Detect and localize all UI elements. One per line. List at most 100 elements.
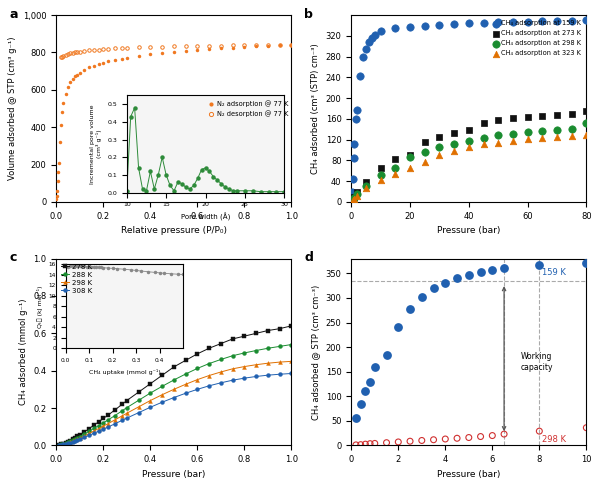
278 K [112, 407, 119, 413]
N₂ adsorption @ 77 K [81, 67, 88, 73]
CH₄ adsorption at 159 K [552, 18, 562, 25]
298 K [62, 441, 69, 447]
278 K [58, 441, 65, 447]
CH₄ adsorption at 323 K [493, 139, 503, 147]
278 K [241, 333, 248, 339]
CH₄ adsorption at 159 K [347, 195, 356, 203]
CH₄ adsorption at 298 K [434, 143, 444, 151]
Point [488, 266, 497, 274]
308 K [288, 371, 295, 376]
278 K [264, 328, 271, 334]
N₂ adsorption @ 77 K [55, 169, 62, 175]
CH₄ adsorption at 273 K [376, 164, 385, 172]
288 K [59, 441, 67, 447]
N₂ desorption @ 77 K [217, 43, 224, 49]
Point [365, 377, 375, 385]
N₂ desorption @ 77 K [182, 43, 189, 49]
288 K [241, 350, 248, 356]
Line: 298 K: 298 K [56, 359, 293, 447]
Text: b: b [304, 8, 313, 20]
Point [417, 436, 427, 444]
288 K [135, 397, 142, 403]
288 K [71, 436, 79, 442]
N₂ adsorption @ 77 K [59, 100, 67, 106]
X-axis label: Relative pressure (P/P₀): Relative pressure (P/P₀) [121, 226, 227, 235]
CH₄ adsorption at 159 K [355, 73, 365, 80]
CH₄ adsorption at 298 K [348, 196, 358, 204]
CH₄ adsorption at 273 K [347, 197, 356, 205]
N₂ adsorption @ 77 K [95, 61, 102, 67]
CH₄ adsorption at 273 K [449, 129, 459, 137]
N₂ desorption @ 77 K [194, 43, 201, 49]
288 K [229, 353, 236, 359]
288 K [62, 440, 69, 446]
298 K [55, 442, 62, 448]
Point [581, 424, 591, 431]
N₂ adsorption @ 77 K [123, 55, 130, 61]
308 K [100, 426, 107, 432]
CH₄ adsorption at 323 K [420, 159, 430, 167]
Text: 159 K: 159 K [542, 268, 566, 277]
Point [476, 432, 485, 440]
CH₄ adsorption at 298 K [479, 133, 488, 141]
308 K [90, 431, 97, 436]
Point [361, 388, 370, 395]
288 K [74, 435, 81, 441]
278 K [90, 422, 97, 428]
308 K [217, 380, 224, 386]
CH₄ adsorption at 298 K [552, 126, 562, 134]
N₂ desorption @ 77 K [67, 50, 74, 56]
N₂ desorption @ 77 K [118, 45, 125, 51]
CH₄ adsorption at 159 K [347, 187, 357, 195]
Legend: 278 K, 288 K, 298 K, 308 K: 278 K, 288 K, 298 K, 308 K [60, 262, 94, 295]
298 K [64, 440, 71, 446]
298 K [69, 438, 76, 444]
CH₄ adsorption at 159 K [351, 115, 361, 123]
308 K [276, 371, 283, 377]
288 K [100, 420, 107, 426]
278 K [104, 412, 112, 418]
N₂ adsorption @ 77 K [112, 57, 119, 63]
CH₄ adsorption at 323 K [464, 143, 473, 151]
298 K [241, 364, 248, 370]
N₂ adsorption @ 77 K [53, 193, 61, 199]
N₂ desorption @ 77 K [69, 50, 76, 56]
N₂ adsorption @ 77 K [146, 52, 154, 57]
CH₄ adsorption at 298 K [508, 130, 518, 138]
308 K [76, 436, 83, 442]
Point [365, 440, 375, 448]
288 K [58, 442, 65, 448]
N₂ adsorption @ 77 K [182, 48, 189, 54]
278 K [118, 401, 125, 407]
298 K [95, 426, 102, 431]
278 K [135, 389, 142, 395]
288 K [276, 343, 283, 349]
CH₄ adsorption at 273 K [581, 107, 591, 114]
278 K [55, 442, 62, 448]
278 K [288, 323, 295, 329]
288 K [112, 412, 119, 418]
278 K [71, 435, 79, 441]
298 K [264, 360, 271, 366]
278 K [217, 341, 224, 347]
CH₄ adsorption at 273 K [523, 113, 532, 121]
298 K [182, 381, 189, 387]
298 K [158, 392, 166, 398]
CH₄ adsorption at 273 K [405, 151, 415, 159]
CH₄ adsorption at 273 K [352, 187, 362, 195]
N₂ adsorption @ 77 K [288, 42, 295, 48]
308 K [194, 387, 201, 393]
Point [351, 441, 361, 449]
CH₄ adsorption at 159 K [449, 20, 459, 28]
X-axis label: Pressure (bar): Pressure (bar) [437, 469, 500, 479]
Text: c: c [9, 251, 17, 264]
N₂ desorption @ 77 K [62, 52, 69, 57]
N₂ desorption @ 77 K [123, 45, 130, 51]
CH₄ adsorption at 273 K [493, 116, 503, 124]
308 K [71, 438, 79, 444]
CH₄ adsorption at 323 K [434, 151, 444, 159]
298 K [71, 437, 79, 443]
278 K [95, 419, 102, 425]
N₂ desorption @ 77 K [86, 47, 93, 53]
N₂ adsorption @ 77 K [118, 56, 125, 61]
